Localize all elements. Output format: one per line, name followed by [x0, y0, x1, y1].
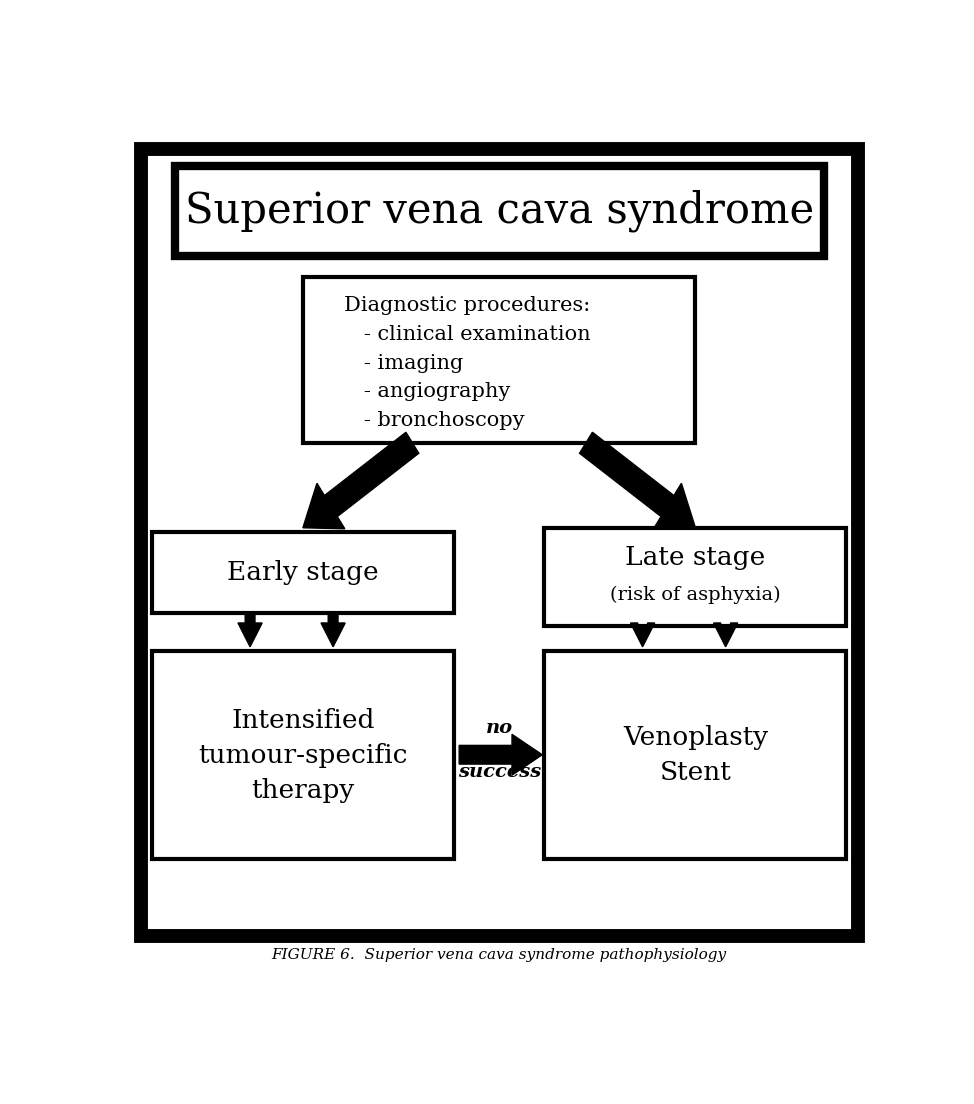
Text: Superior vena cava syndrome: Superior vena cava syndrome [185, 190, 813, 232]
FancyBboxPatch shape [544, 528, 846, 626]
FancyArrow shape [580, 433, 695, 529]
Text: no: no [486, 719, 512, 736]
Text: FIGURE 6.  Superior vena cava syndrome pathophysiology: FIGURE 6. Superior vena cava syndrome pa… [272, 948, 727, 963]
FancyBboxPatch shape [303, 277, 695, 443]
Text: Early stage: Early stage [227, 560, 379, 585]
FancyBboxPatch shape [174, 167, 824, 256]
Text: - imaging: - imaging [345, 353, 464, 372]
FancyArrow shape [321, 613, 345, 647]
FancyBboxPatch shape [544, 651, 846, 859]
Text: Intensified
tumour-specific
therapy: Intensified tumour-specific therapy [198, 708, 408, 803]
Text: Diagnostic procedures:: Diagnostic procedures: [345, 296, 590, 315]
FancyArrow shape [714, 623, 737, 647]
FancyBboxPatch shape [152, 651, 454, 859]
FancyBboxPatch shape [152, 532, 454, 613]
Text: - bronchoscopy: - bronchoscopy [345, 412, 525, 431]
Text: (risk of asphyxia): (risk of asphyxia) [610, 586, 781, 605]
Text: - angiography: - angiography [345, 382, 510, 402]
Text: - clinical examination: - clinical examination [345, 325, 591, 343]
FancyBboxPatch shape [140, 149, 858, 936]
Text: success: success [458, 763, 541, 781]
FancyArrow shape [459, 734, 543, 775]
Text: Late stage: Late stage [625, 545, 766, 571]
FancyArrow shape [630, 623, 655, 647]
FancyArrow shape [303, 433, 419, 529]
Text: Venoplasty
Stent: Venoplasty Stent [623, 725, 768, 785]
FancyArrow shape [238, 613, 262, 647]
